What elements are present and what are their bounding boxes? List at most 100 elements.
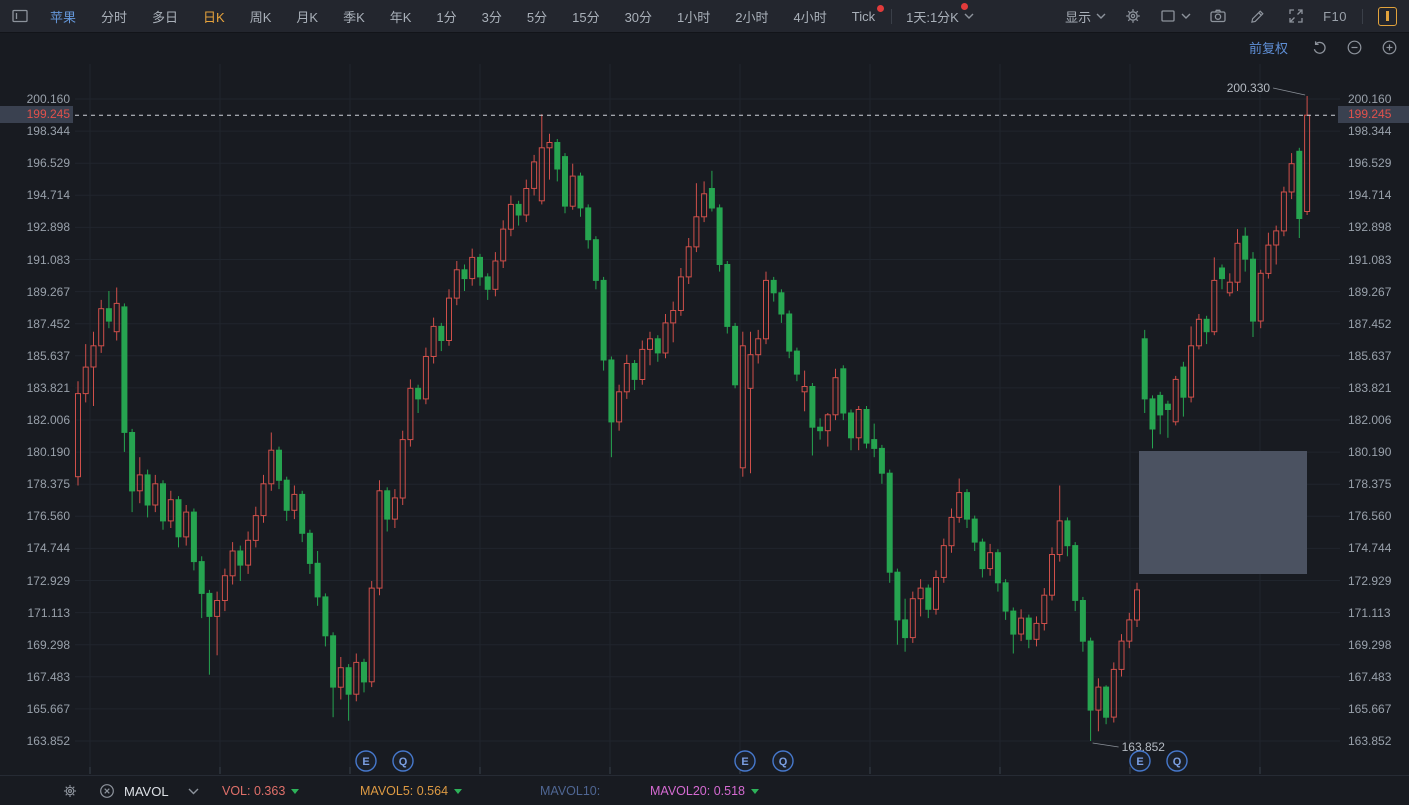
- draw-pencil-icon[interactable]: [1245, 4, 1269, 28]
- indicator-panel-glyph: [1386, 11, 1389, 21]
- tab-15分[interactable]: 15分: [572, 9, 600, 25]
- event-marker-E[interactable]: E: [734, 750, 756, 772]
- tab-5分[interactable]: 5分: [526, 9, 548, 25]
- y-axis-tick: 165.667: [26, 702, 70, 716]
- y-axis-tick: 194.714: [26, 188, 70, 202]
- y-axis-tick: 196.529: [1348, 156, 1392, 170]
- tab-30分[interactable]: 30分: [624, 9, 653, 25]
- tab-3分[interactable]: 3分: [481, 9, 502, 25]
- triangle-down-icon: [291, 788, 300, 794]
- y-axis-tick: 176.560: [1348, 509, 1392, 523]
- tab-多日[interactable]: 多日: [152, 9, 179, 25]
- zoom-out-icon[interactable]: [1342, 36, 1366, 60]
- event-marker-Q[interactable]: Q: [1166, 750, 1188, 772]
- low-annotation: 163.852: [1122, 740, 1166, 754]
- y-axis-tick: 192.898: [26, 220, 70, 234]
- y-axis-tick: 171.113: [27, 606, 71, 620]
- tab-1分[interactable]: 1分: [436, 9, 457, 25]
- tab-年K[interactable]: 年K: [389, 9, 412, 25]
- chart-area: 前复权 200.330 163.852 E Q E Q E Q 200.160 198.344 1…: [0, 33, 1409, 775]
- mavol5-value[interactable]: MAVOL5: 0.564: [360, 776, 463, 805]
- y-axis-tick: 189.267: [26, 285, 70, 299]
- y-axis-tick: 191.083: [26, 253, 70, 267]
- indicator-chevron-down-icon[interactable]: [188, 776, 199, 805]
- y-axis-tick: 169.298: [26, 638, 70, 652]
- toolbar: 苹果 分时 多日 日K 周K 月K 季K 年K 1分 3分 5分 15分 30分 1小时 2小时 4小时 Ti…: [0, 0, 1409, 33]
- svg-text:Q: Q: [779, 756, 788, 768]
- notification-dot: [960, 2, 968, 10]
- high-annotation: 200.330: [1227, 81, 1271, 95]
- tab-Tick[interactable]: Tick: [852, 4, 885, 24]
- current-price-badge-right: 199.245: [1338, 106, 1409, 123]
- y-axis-tick: 174.744: [26, 541, 70, 555]
- y-axis-tick: 172.929: [1348, 574, 1392, 588]
- y-axis-tick: 189.267: [1348, 285, 1392, 299]
- indicator-settings-gear-icon[interactable]: [58, 776, 82, 805]
- y-axis-tick: 192.898: [1348, 220, 1392, 234]
- candles: [75, 96, 1311, 741]
- event-marker-E[interactable]: E: [1129, 750, 1151, 772]
- indicator-panel-toggle[interactable]: [1378, 6, 1397, 26]
- custom-period-label: 1天:1分K: [906, 9, 959, 25]
- svg-text:E: E: [1136, 756, 1143, 768]
- custom-period-dropdown[interactable]: 1天:1分K: [906, 2, 974, 26]
- y-axis-tick: 176.560: [26, 509, 70, 523]
- y-axis-tick: 187.452: [1348, 317, 1392, 331]
- triangle-down-icon: [750, 788, 759, 794]
- y-axis-tick: 198.344: [26, 124, 70, 138]
- event-marker-Q[interactable]: Q: [772, 750, 794, 772]
- settings-gear-icon[interactable]: [1121, 4, 1145, 28]
- toolbar-separator: [891, 8, 893, 24]
- fullscreen-expand-icon[interactable]: [1284, 4, 1308, 28]
- vol-value[interactable]: VOL: 0.363: [222, 776, 300, 805]
- y-axis-tick: 178.375: [26, 477, 70, 491]
- undo-icon[interactable]: [1307, 36, 1331, 60]
- chevron-down-icon: [964, 13, 974, 19]
- adjustment-dropdown[interactable]: 前复权: [1248, 41, 1288, 56]
- tab-季K[interactable]: 季K: [343, 9, 365, 25]
- event-marker-Q[interactable]: Q: [392, 750, 414, 772]
- tab-周K[interactable]: 周K: [249, 9, 272, 25]
- window-layout-icon[interactable]: [8, 4, 32, 28]
- y-axis-tick: 171.113: [1348, 606, 1391, 620]
- indicator-close-icon[interactable]: [95, 776, 119, 805]
- screenshot-camera-icon[interactable]: [1206, 4, 1230, 28]
- y-axis-tick: 194.714: [1348, 188, 1392, 202]
- period-tabs: 分时 多日 日K 周K 月K 季K 年K 1分 3分 5分 15分 30分 1小时 2小时 4小时 Tick: [76, 4, 885, 26]
- y-axis-tick: 200.160: [1348, 92, 1392, 106]
- tab-1小时[interactable]: 1小时: [677, 9, 711, 25]
- svg-text:E: E: [362, 756, 369, 768]
- y-axis-tick: 180.190: [1348, 445, 1392, 459]
- zoom-in-icon[interactable]: [1377, 36, 1401, 60]
- indicator-bar: MAVOL VOL: 0.363 MAVOL5: 0.564 MAVOL10: …: [0, 775, 1409, 805]
- display-dropdown[interactable]: 显示: [1065, 7, 1106, 26]
- tab-日K[interactable]: 日K: [203, 9, 225, 25]
- y-axis-tick: 182.006: [26, 413, 70, 427]
- tab-4小时[interactable]: 4小时: [793, 9, 827, 25]
- y-axis-tick: 198.344: [1348, 124, 1392, 138]
- y-axis-tick: 174.744: [1348, 541, 1392, 555]
- y-axis-tick: 185.637: [26, 349, 70, 363]
- event-marker-E[interactable]: E: [355, 750, 377, 772]
- mavol10-value[interactable]: MAVOL10:: [540, 784, 601, 798]
- tab-分时[interactable]: 分时: [101, 9, 128, 25]
- chart-layout-dropdown[interactable]: [1160, 8, 1191, 24]
- tab-月K[interactable]: 月K: [296, 9, 319, 25]
- y-axis-tick: 183.821: [1348, 381, 1392, 395]
- triangle-down-icon: [454, 788, 463, 794]
- y-axis-tick: 167.483: [1348, 670, 1392, 684]
- y-axis-tick: 182.006: [1348, 413, 1392, 427]
- y-axis-tick: 185.637: [1348, 349, 1392, 363]
- indicator-name[interactable]: MAVOL: [124, 783, 169, 799]
- mavol20-value[interactable]: MAVOL20: 0.518: [650, 776, 759, 805]
- f10-fundamentals-button[interactable]: F10: [1323, 8, 1347, 24]
- candlestick-chart[interactable]: 200.330 163.852 E Q E Q E Q: [0, 62, 1409, 775]
- tab-2小时[interactable]: 2小时: [735, 9, 769, 25]
- current-price-badge-left: 199.245: [0, 106, 73, 123]
- chart-subtoolbar: 前复权: [1249, 33, 1401, 62]
- y-axis-tick: 191.083: [1348, 253, 1392, 267]
- overlay-box: [1139, 451, 1307, 574]
- symbol-tab[interactable]: 苹果: [50, 9, 77, 25]
